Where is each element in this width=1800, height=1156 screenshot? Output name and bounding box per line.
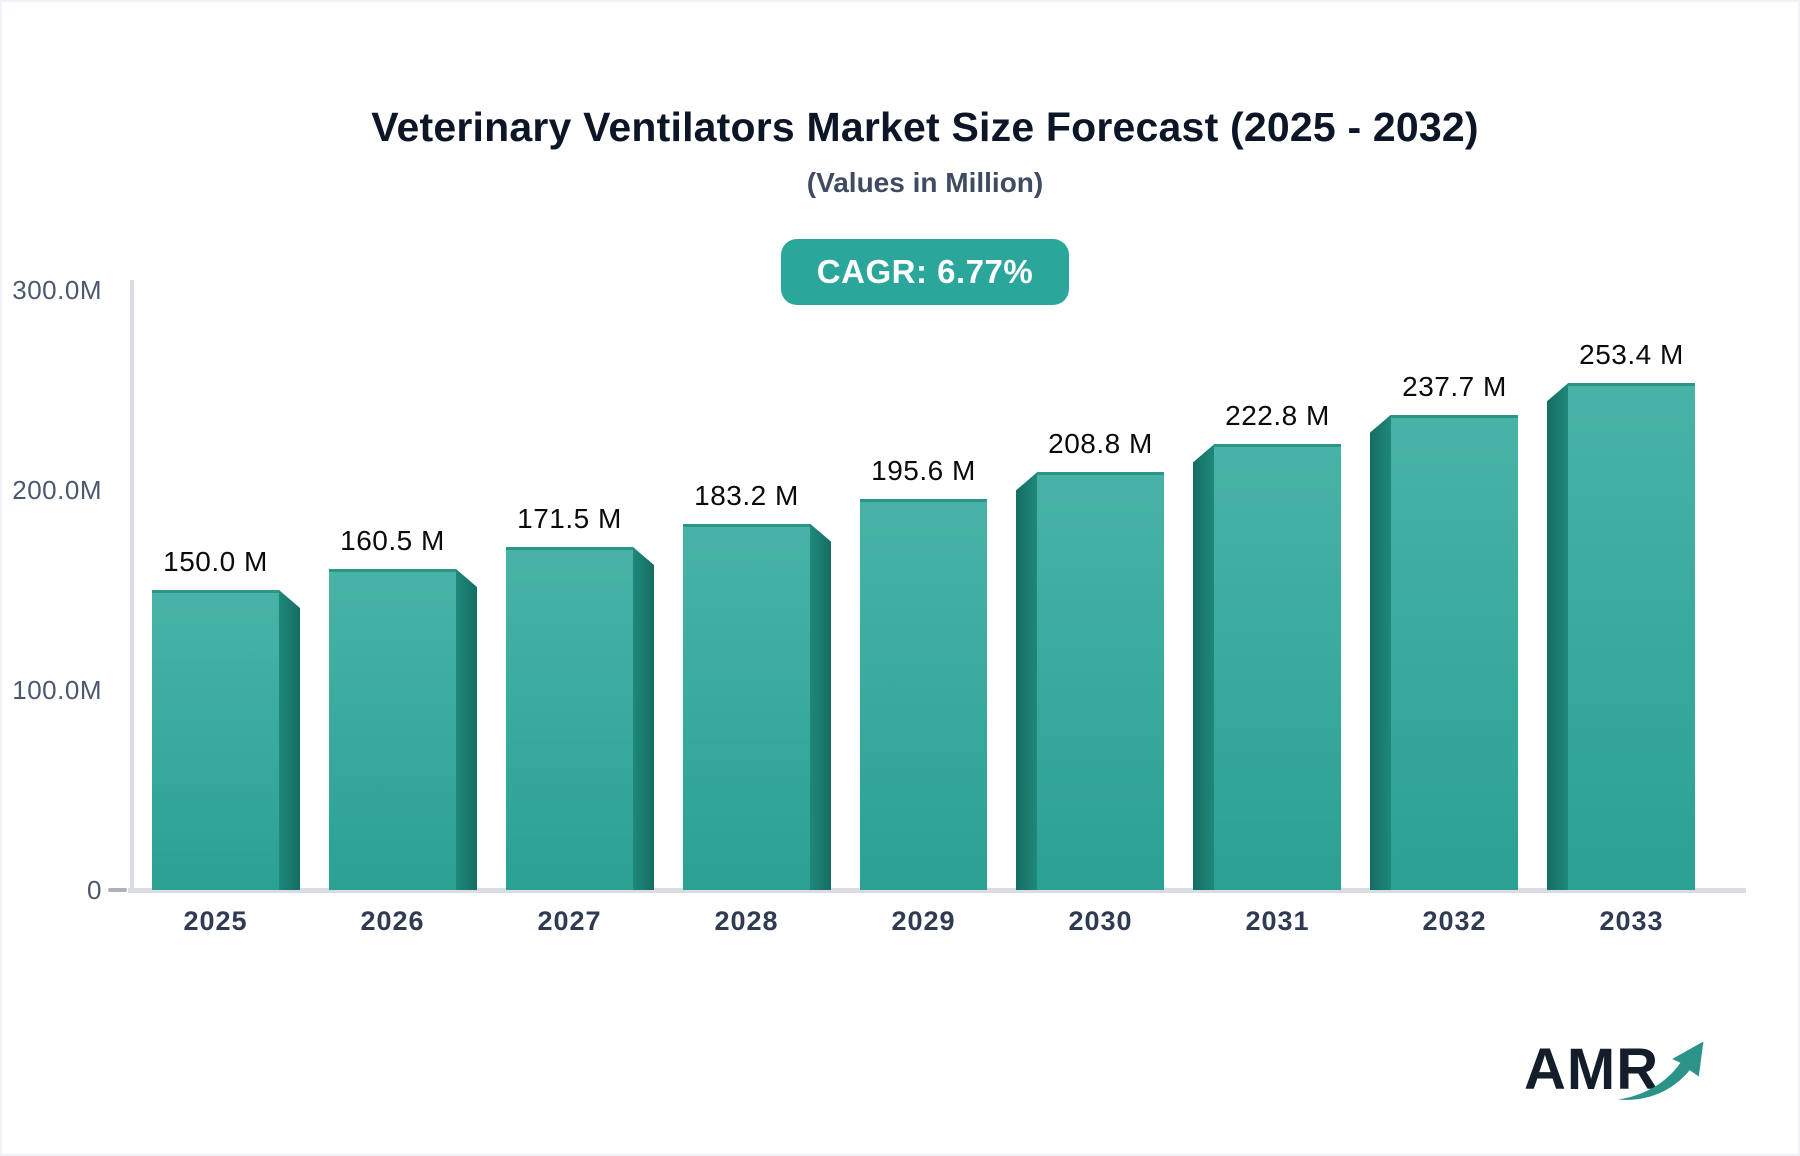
x-axis-label-2029: 2029 xyxy=(891,906,956,936)
bar-value-label-2025: 150.0 M xyxy=(163,546,268,577)
y-axis-tick-label: 100.0M xyxy=(12,675,102,705)
bar-value-label-2030: 208.8 M xyxy=(1048,428,1153,460)
bar-side-face-2033 xyxy=(1547,383,1568,890)
growth-arrow-icon xyxy=(1617,1041,1704,1100)
bar-value-label-2027: 171.5 M xyxy=(517,503,622,534)
bar-2031[interactable] xyxy=(1214,444,1341,890)
bar-side-face-2025 xyxy=(279,590,300,890)
bar-value-label-2033: 253.4 M xyxy=(1579,339,1684,371)
bar-value-label-2029: 195.6 M xyxy=(871,454,976,486)
x-axis-label-2025: 2025 xyxy=(183,906,248,936)
x-axis-label-2030: 2030 xyxy=(1068,906,1133,936)
bar-2027[interactable] xyxy=(506,547,633,890)
x-axis-label-2032: 2032 xyxy=(1422,906,1487,936)
bar-2025[interactable] xyxy=(152,590,279,890)
bar-side-face-2027 xyxy=(633,547,654,890)
bar-2028[interactable] xyxy=(683,523,810,890)
bar-side-face-2026 xyxy=(456,569,477,890)
bar-value-label-2031: 222.8 M xyxy=(1225,400,1330,432)
cagr-badge: CAGR: 6.77% xyxy=(780,239,1070,305)
x-axis-label-2027: 2027 xyxy=(537,906,602,936)
y-axis-tick-label: 0 xyxy=(87,875,102,905)
x-axis-label-2028: 2028 xyxy=(714,906,779,936)
x-axis-label-2031: 2031 xyxy=(1245,906,1310,936)
bar-side-face-2030 xyxy=(1016,472,1037,890)
bar-value-label-2028: 183.2 M xyxy=(694,479,799,511)
bar-value-label-2032: 237.7 M xyxy=(1402,370,1507,402)
x-axis-label-2026: 2026 xyxy=(360,906,425,936)
y-axis-tick-label: 200.0M xyxy=(12,475,102,505)
bar-value-label-2026: 160.5 M xyxy=(340,525,445,556)
bar-side-face-2031 xyxy=(1193,444,1214,890)
bar-2026[interactable] xyxy=(329,569,456,890)
bar-2029[interactable] xyxy=(860,498,987,890)
bar-side-face-2032 xyxy=(1370,414,1391,890)
bar-2033[interactable] xyxy=(1568,383,1695,890)
chart-header: Veterinary Ventilators Market Size Forec… xyxy=(2,2,1798,305)
amr-logo: AMR xyxy=(1524,1036,1724,1116)
chart-subtitle: (Values in Million) xyxy=(806,167,1044,198)
bar-2030[interactable] xyxy=(1037,472,1164,890)
bar-2032[interactable] xyxy=(1391,414,1518,890)
amr-logo-text: AMR xyxy=(1524,1037,1660,1102)
zero-tick-mark xyxy=(108,888,127,892)
x-axis-label-2033: 2033 xyxy=(1599,906,1664,936)
y-axis-tick-label: 300.0M xyxy=(12,275,102,305)
y-axis-line xyxy=(130,280,134,893)
chart-title: Veterinary Ventilators Market Size Forec… xyxy=(371,104,1479,150)
x-axis-line xyxy=(128,888,1746,893)
bar-side-face-2028 xyxy=(810,523,831,890)
